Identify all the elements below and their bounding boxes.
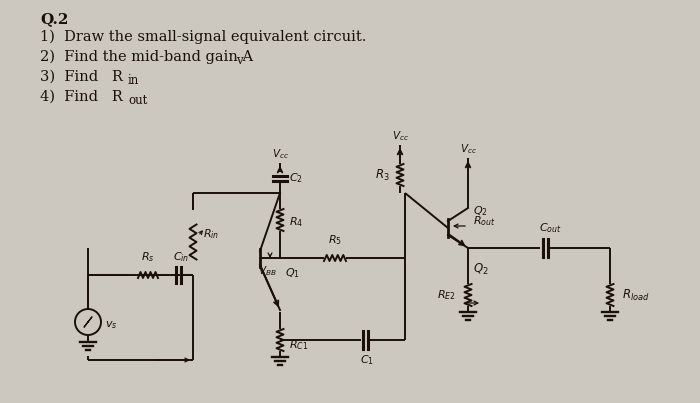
Text: out: out — [128, 94, 147, 107]
Text: $Q_1$: $Q_1$ — [285, 266, 300, 280]
Text: $R_{C1}$: $R_{C1}$ — [289, 338, 309, 352]
Text: $v_s$: $v_s$ — [105, 319, 118, 331]
Text: $R_{in}$: $R_{in}$ — [203, 227, 219, 241]
Text: 3)  Find   R: 3) Find R — [40, 70, 123, 84]
Text: 2)  Find the mid-band gain A: 2) Find the mid-band gain A — [40, 50, 253, 64]
Text: $R_4$: $R_4$ — [289, 215, 303, 229]
Text: $R_{out}$: $R_{out}$ — [473, 214, 496, 228]
Text: $V_{cc}$: $V_{cc}$ — [272, 147, 288, 161]
Text: 1)  Draw the small-signal equivalent circuit.: 1) Draw the small-signal equivalent circ… — [40, 30, 366, 44]
Text: $R_{load}$: $R_{load}$ — [622, 287, 650, 303]
Text: 4)  Find   R: 4) Find R — [40, 90, 122, 104]
Text: $C_2$: $C_2$ — [289, 171, 303, 185]
Text: v: v — [236, 54, 243, 67]
Text: $V_{BB}$: $V_{BB}$ — [258, 264, 277, 278]
Text: $C_{out}$: $C_{out}$ — [538, 221, 561, 235]
Text: $Q_2$: $Q_2$ — [473, 204, 488, 218]
Text: $R_3$: $R_3$ — [375, 168, 390, 183]
Text: $V_{cc}$: $V_{cc}$ — [459, 142, 477, 156]
Text: Q.2: Q.2 — [40, 12, 69, 26]
Text: $R_{E2}$: $R_{E2}$ — [438, 288, 456, 302]
Text: in: in — [128, 74, 139, 87]
Text: $C_{in}$: $C_{in}$ — [173, 250, 189, 264]
Text: $R_5$: $R_5$ — [328, 233, 342, 247]
Text: $Q_2$: $Q_2$ — [473, 262, 489, 277]
Text: $R_s$: $R_s$ — [141, 250, 155, 264]
Text: $C_1$: $C_1$ — [360, 353, 374, 367]
Text: $V_{cc}$: $V_{cc}$ — [391, 129, 409, 143]
